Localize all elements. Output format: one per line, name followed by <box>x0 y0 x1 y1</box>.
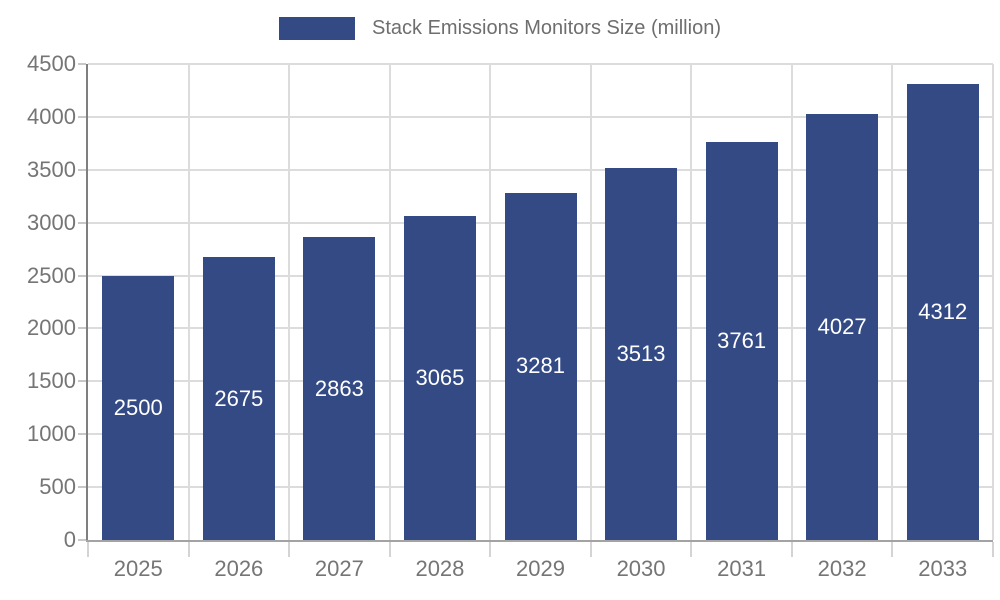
x-tick-label: 2032 <box>817 556 867 581</box>
x-grid-line <box>288 64 291 540</box>
y-tick-label: 1000 <box>27 421 76 447</box>
x-tick-mark <box>288 542 291 557</box>
bar-value-label: 4027 <box>817 314 867 340</box>
y-grid-line <box>88 115 993 118</box>
x-grid-line <box>187 64 190 540</box>
bar: 2675 <box>202 257 275 540</box>
bar: 3281 <box>504 192 577 540</box>
x-tick-mark <box>589 542 592 557</box>
x-grid-line <box>992 64 994 540</box>
x-tick-mark <box>992 542 994 557</box>
x-tick-mark <box>87 542 89 557</box>
bar-value-label: 2675 <box>214 385 264 411</box>
bar-value-label: 3761 <box>717 328 767 354</box>
y-tick-mark <box>78 327 86 330</box>
x-grid-line <box>489 64 492 540</box>
y-tick-label: 4000 <box>27 103 76 129</box>
y-tick-mark <box>78 380 86 383</box>
x-grid-line <box>790 64 793 540</box>
y-tick-mark <box>78 486 86 489</box>
x-tick-label: 2029 <box>516 556 565 581</box>
legend-swatch <box>279 17 355 40</box>
bar-value-label: 3281 <box>516 353 565 379</box>
bar-value-label: 4312 <box>918 298 968 324</box>
x-tick-label: 2026 <box>214 556 264 581</box>
y-grid-line <box>88 168 993 171</box>
x-tick-mark <box>187 542 190 557</box>
bar-value-label: 3065 <box>415 364 465 390</box>
y-tick-label: 0 <box>63 527 76 552</box>
bar: 4027 <box>806 114 879 540</box>
bar: 3513 <box>605 168 678 540</box>
y-tick-mark <box>78 168 86 171</box>
bar-value-label: 3513 <box>616 341 666 367</box>
y-tick-label: 2500 <box>27 262 76 288</box>
x-tick-label: 2031 <box>717 556 767 581</box>
y-tick-mark <box>78 221 86 224</box>
x-tick-label: 2027 <box>314 556 364 581</box>
x-grid-line <box>589 64 592 540</box>
x-tick-label: 2033 <box>918 556 968 581</box>
x-tick-label: 2025 <box>113 556 163 581</box>
x-grid-line <box>690 64 693 540</box>
y-tick-label: 3500 <box>27 156 76 182</box>
x-tick-mark <box>489 542 492 557</box>
bar: 2863 <box>303 237 376 540</box>
y-tick-label: 1500 <box>27 368 76 394</box>
y-tick-label: 2000 <box>27 315 76 341</box>
legend-label: Stack Emissions Monitors Size (million) <box>372 17 721 39</box>
bar-value-label: 2500 <box>113 394 163 420</box>
bar: 2500 <box>102 275 175 540</box>
x-grid-line <box>388 64 391 540</box>
x-axis-spine <box>86 540 993 542</box>
bar-value-label: 2863 <box>314 375 364 401</box>
bar: 3065 <box>403 215 476 540</box>
y-axis-spine <box>86 64 88 540</box>
x-tick-mark <box>790 542 793 557</box>
legend: Stack Emissions Monitors Size (million) <box>0 17 1000 40</box>
x-tick-mark <box>690 542 693 557</box>
y-tick-label: 3000 <box>27 209 76 235</box>
y-tick-mark <box>78 63 86 65</box>
x-tick-label: 2028 <box>415 556 465 581</box>
bar: 3761 <box>705 142 778 540</box>
y-tick-mark <box>78 539 86 541</box>
y-tick-label: 500 <box>39 474 76 500</box>
y-grid-line <box>88 63 993 65</box>
x-grid-line <box>891 64 894 540</box>
y-tick-mark <box>78 115 86 118</box>
plot-area: 2500 2675 2863 3065 3281 3513 3761 4027 4312 <box>78 63 994 557</box>
bar: 4312 <box>906 83 979 540</box>
y-tick-mark <box>78 274 86 277</box>
y-tick-mark <box>78 433 86 436</box>
x-tick-label: 2030 <box>616 556 666 581</box>
y-tick-label: 4500 <box>27 51 76 76</box>
x-tick-mark <box>891 542 894 557</box>
x-tick-mark <box>388 542 391 557</box>
